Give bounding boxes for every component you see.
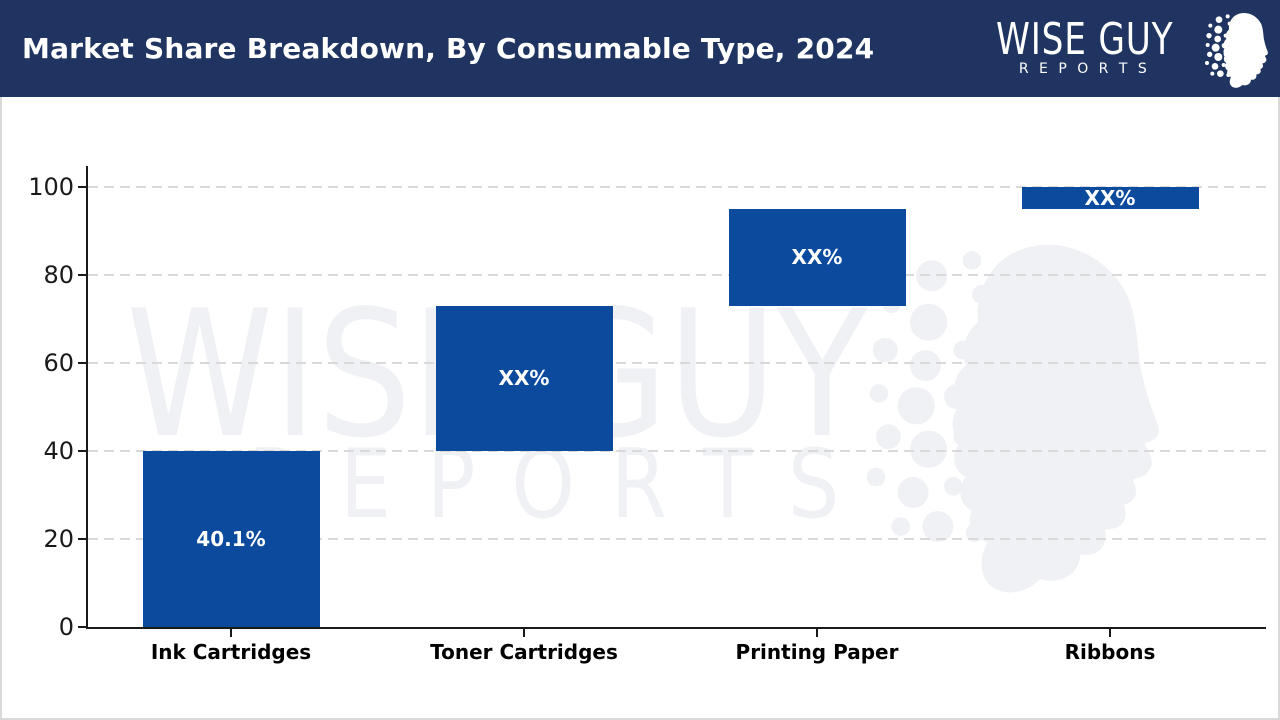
x-axis-line [86,627,1266,629]
bar-toner-cartridges: XX% [435,305,613,451]
logo-wordmark-line2: R E P O R T S [1018,61,1150,77]
gridline-100 [88,186,1266,188]
y-tick-mark-40 [78,450,86,452]
bar-value-label: XX% [1084,186,1136,210]
x-tick-mark-3 [816,629,818,637]
logo-face-icon [1200,9,1270,89]
bar-value-label: XX% [498,366,550,391]
bar-ink-cartridges: 40.1% [142,450,320,627]
y-tick-mark-60 [78,362,86,364]
y-tick-label-0: 0 [58,613,74,641]
y-axis-line [86,166,88,629]
x-category-label: Ribbons [1064,640,1156,664]
gridline-60 [88,362,1266,364]
y-tick-label-100: 100 [28,173,74,201]
y-tick-mark-0 [78,626,86,628]
chart-title: Market Share Breakdown, By Consumable Ty… [22,32,875,65]
y-tick-mark-20 [78,538,86,540]
brand-logo: WISE GUY R E P O R T S [971,9,1270,89]
y-tick-label-40: 40 [43,437,74,465]
logo-wordmark-line1: WISE GUY [995,14,1173,65]
gridline-20 [88,538,1266,540]
x-category-label: Printing Paper [735,640,899,664]
header-bar: Market Share Breakdown, By Consumable Ty… [0,0,1280,97]
x-category-label: Toner Cartridges [430,640,618,664]
x-category-label: Ink Cartridges [150,640,312,664]
bar-printing-paper: XX% [728,209,906,306]
logo-wordmark: WISE GUY R E P O R T S [971,14,1198,78]
y-tick-mark-100 [78,186,86,188]
y-tick-label-60: 60 [43,349,74,377]
bar-value-label: 40.1% [196,526,266,551]
bar-value-label: XX% [791,245,843,270]
x-tick-mark-1 [230,629,232,637]
x-tick-mark-2 [523,629,525,637]
gridline-80 [88,274,1266,276]
y-tick-label-80: 80 [43,261,74,289]
y-tick-label-20: 20 [43,525,74,553]
gridline-40 [88,450,1266,452]
bar-ribbons: XX% [1021,186,1199,210]
y-tick-mark-80 [78,274,86,276]
x-tick-mark-4 [1109,629,1111,637]
